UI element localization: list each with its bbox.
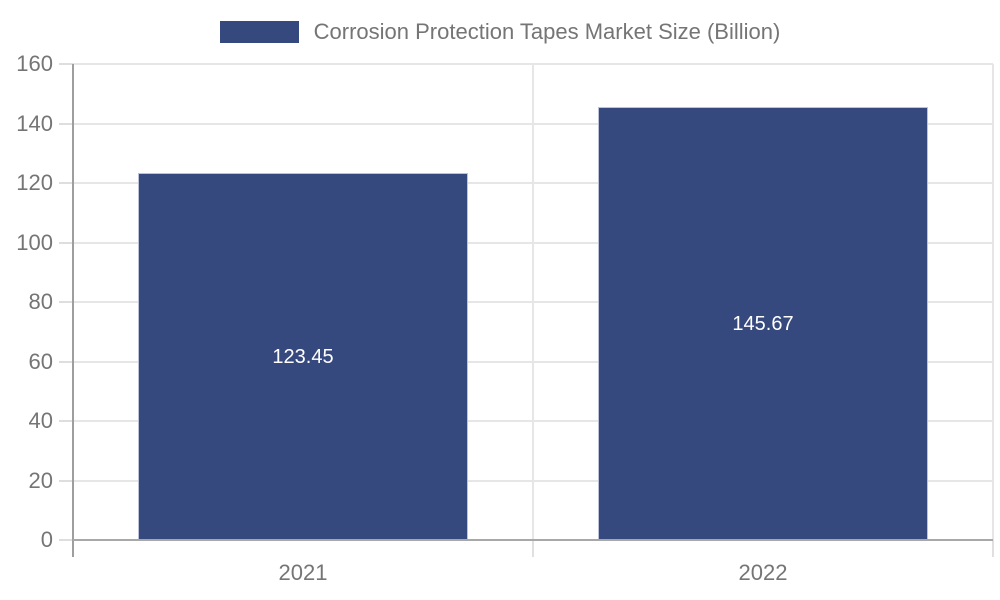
y-tick-label: 60	[28, 349, 53, 374]
x-tick-label: 2022	[738, 560, 788, 585]
y-tick-label: 160	[16, 51, 53, 76]
x-tick	[72, 540, 74, 557]
y-tick	[59, 480, 73, 482]
x-gridline	[532, 64, 534, 540]
bar-2022[interactable]	[598, 107, 928, 540]
y-tick	[59, 123, 73, 125]
x-axis-line	[73, 539, 993, 541]
y-tick	[59, 182, 73, 184]
y-tick	[59, 301, 73, 303]
bar-2021[interactable]	[138, 173, 468, 540]
y-tick	[59, 539, 73, 541]
y-tick-label: 20	[28, 468, 53, 493]
legend-label: Corrosion Protection Tapes Market Size (…	[313, 19, 781, 44]
y-tick-label: 120	[16, 170, 53, 195]
bar-value-label: 145.67	[732, 313, 794, 335]
y-tick-label: 80	[28, 289, 53, 314]
chart-legend: Corrosion Protection Tapes Market Size (…	[0, 15, 1000, 49]
y-tick	[59, 242, 73, 244]
y-tick	[59, 63, 73, 65]
x-tick-label: 2021	[278, 560, 328, 585]
y-tick-label: 40	[28, 408, 53, 433]
x-gridline	[992, 64, 994, 540]
y-axis-line	[72, 64, 74, 540]
x-tick	[992, 540, 994, 557]
y-tick-label: 100	[16, 230, 53, 255]
y-tick-label: 0	[40, 527, 53, 552]
y-tick	[59, 420, 73, 422]
x-tick	[532, 540, 534, 557]
legend-swatch	[219, 21, 299, 43]
y-tick-label: 140	[16, 111, 53, 136]
y-tick	[59, 361, 73, 363]
bar-value-label: 123.45	[272, 346, 334, 368]
